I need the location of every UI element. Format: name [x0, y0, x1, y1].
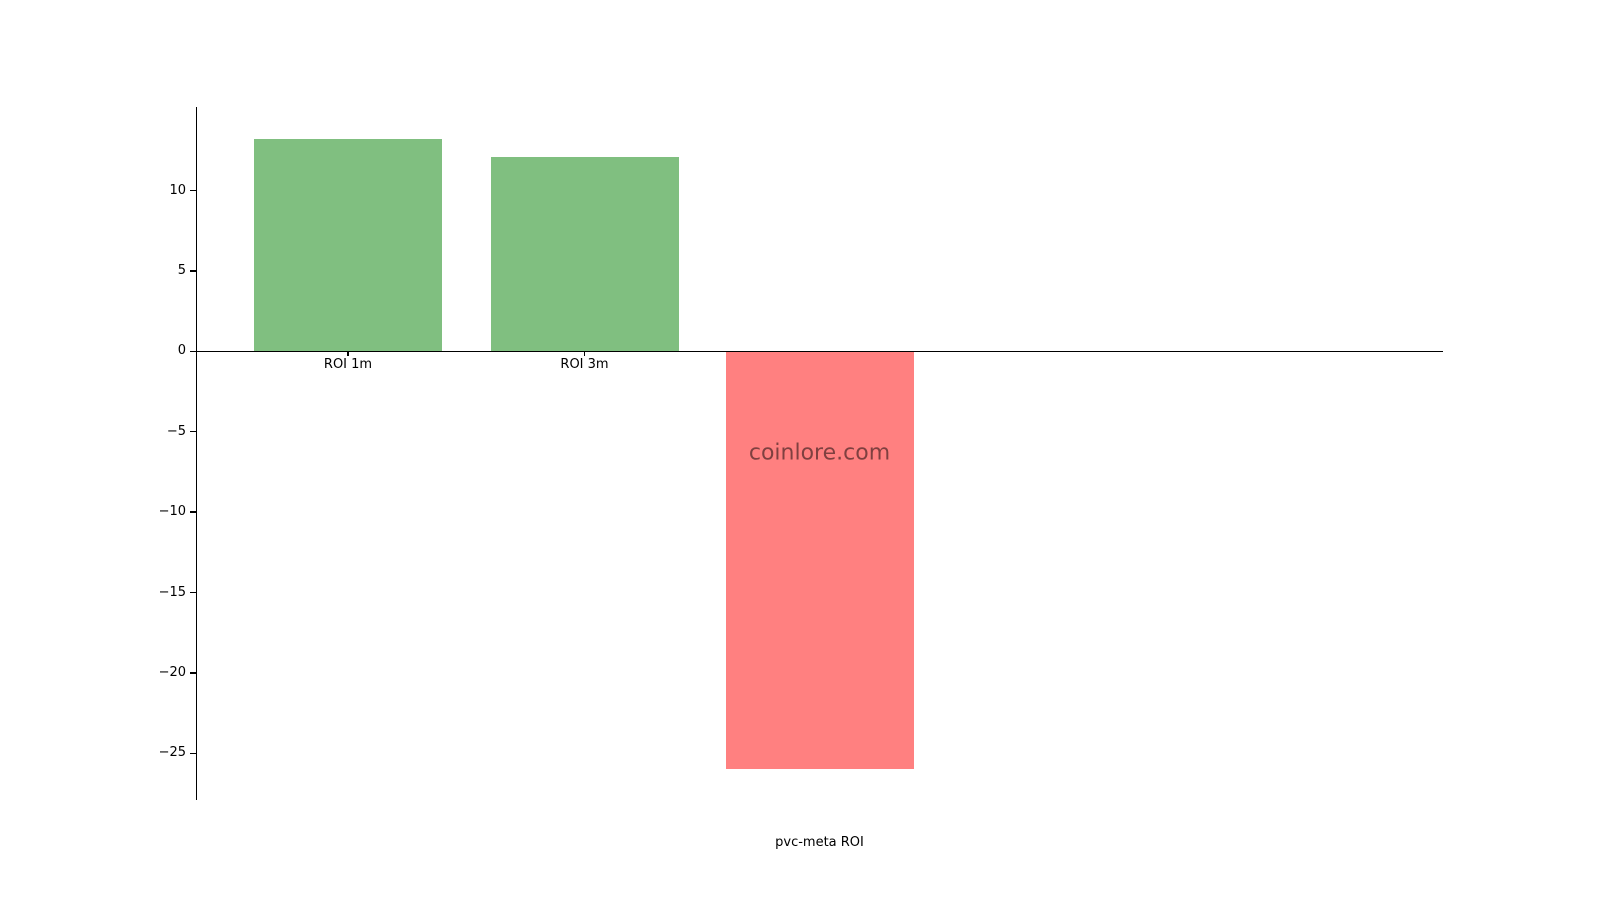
- y-tick-mark: [190, 270, 196, 272]
- y-tick-label: −10: [158, 504, 186, 520]
- y-axis-spine: [196, 107, 198, 800]
- x-tick-mark: [583, 351, 586, 357]
- y-tick-label: 0: [177, 343, 186, 359]
- y-tick-label: −15: [158, 584, 186, 600]
- y-tick-mark: [190, 350, 196, 353]
- watermark-text: coinlore.com: [748, 440, 891, 466]
- y-tick-label: 10: [169, 182, 186, 198]
- x-tick-label: ROI 1m: [323, 357, 373, 373]
- x-tick-mark: [347, 351, 349, 357]
- y-tick-mark: [190, 672, 196, 674]
- y-tick-label: −20: [158, 664, 186, 680]
- x-tick-label: ROI 3m: [560, 357, 609, 373]
- y-tick-label: −25: [158, 745, 186, 761]
- y-tick-mark: [190, 189, 196, 192]
- bar: [254, 139, 442, 352]
- bar: [726, 351, 914, 770]
- y-tick-mark: [190, 431, 196, 433]
- y-tick-mark: [190, 591, 196, 594]
- y-tick-label: 5: [177, 263, 186, 278]
- x-axis-zero-line: [196, 350, 1443, 353]
- y-tick-label: −5: [166, 423, 186, 439]
- x-axis-label: pvc-meta ROI: [775, 835, 864, 850]
- y-tick-mark: [190, 752, 196, 755]
- y-tick-mark: [190, 511, 196, 513]
- bar: [490, 156, 679, 352]
